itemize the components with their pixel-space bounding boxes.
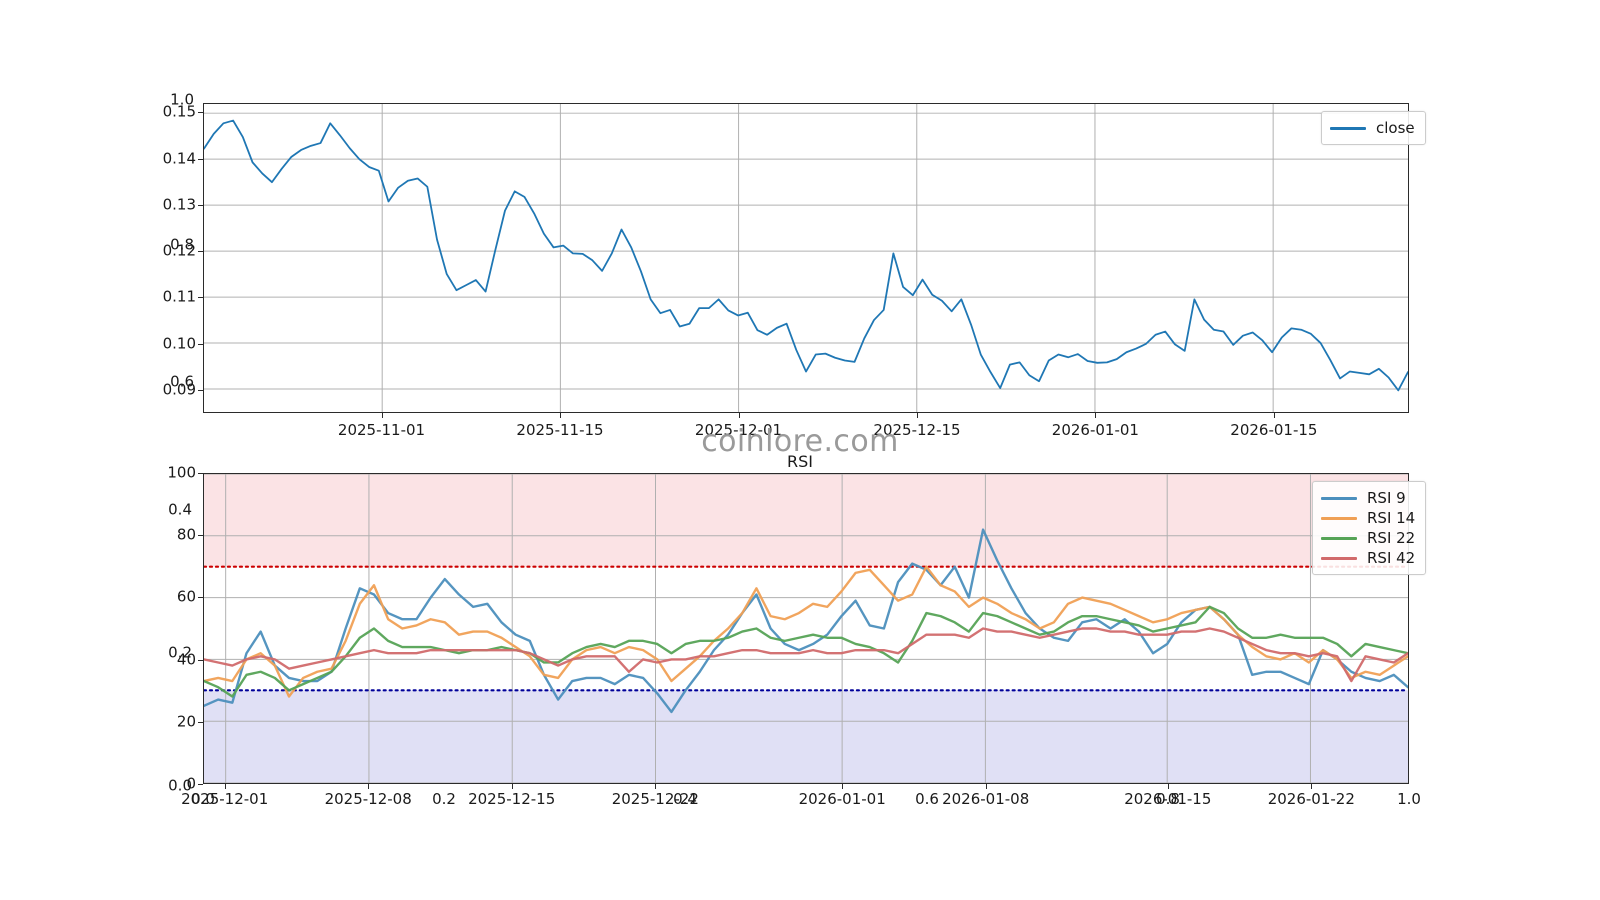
price-y-tick-label: 0.10 (162, 334, 196, 353)
price-y-tick-mark (198, 297, 203, 299)
legend-color-swatch-icon (1321, 496, 1357, 500)
rsi-y-tick-label: 80 (176, 525, 196, 544)
rsi-x-tick-label-overlap: 0.0 (191, 790, 215, 808)
rsi-y-tick-label-overlap: 0.2 (168, 643, 192, 662)
rsi-x-tick-mark (1311, 784, 1313, 789)
rsi-x-tick-mark (224, 784, 226, 789)
rsi-y-tick-label: 60 (176, 587, 196, 606)
price-x-tick-mark (1095, 413, 1097, 418)
rsi-legend-label: RSI 22 (1367, 529, 1416, 547)
price-y-tick-label: 0.12 (162, 241, 196, 260)
price-x-tick-label: 2025-11-01 (337, 421, 426, 439)
rsi-y-tick-mark (198, 659, 203, 661)
rsi-y-tick-label-overlap: 0.0 (168, 776, 192, 795)
rsi-legend-label: RSI 42 (1367, 549, 1416, 567)
price-x-tick-mark (738, 413, 740, 418)
rsi-x-tick-label: 2025-12-01 (181, 790, 269, 808)
price-x-tick-mark (560, 413, 561, 418)
rsi-legend[interactable]: RSI 9 RSI 14 RSI 22 RSI 42 (1312, 481, 1427, 575)
rsi-x-tick-label: 2026-01-08 (942, 790, 1030, 808)
legend-color-swatch-icon (1321, 556, 1357, 560)
price-y-tick-label: 0.09 (162, 380, 196, 399)
price-legend[interactable]: close (1321, 111, 1426, 145)
legend-color-swatch-icon (1330, 126, 1366, 130)
price-x-tick-mark (917, 413, 918, 418)
rsi-x-tick-label-overlap: 0.8 (1156, 790, 1180, 808)
rsi-y-tick-mark (198, 535, 203, 537)
rsi-x-tick-label-overlap: 0.6 (915, 790, 939, 808)
rsi-x-tick-label-overlap: 1.0 (1397, 790, 1421, 808)
price-y-tick-label-overlap: 0.6 (170, 372, 194, 391)
price-y-tick-mark (198, 158, 203, 160)
rsi-legend-item[interactable]: RSI 9 (1321, 488, 1415, 508)
price-y-tick-mark (198, 112, 203, 114)
rsi-x-tick-mark (368, 784, 370, 789)
price-x-tick-label: 2026-01-15 (1230, 421, 1318, 439)
rsi-y-tick-label: 0 (186, 774, 196, 793)
rsi-x-tick-label: 2026-01-22 (1267, 790, 1355, 808)
legend-color-swatch-icon (1321, 516, 1357, 520)
price-y-tick-label: 0.14 (162, 149, 196, 167)
rsi-x-tick-mark (1167, 784, 1169, 789)
price-legend-label: close (1376, 119, 1415, 137)
rsi-x-tick-label: 2025-12-08 (324, 790, 412, 808)
legend-color-swatch-icon (1321, 536, 1357, 540)
rsi-y-tick-label-overlap: 0.4 (168, 500, 192, 519)
rsi-y-tick-mark (198, 597, 203, 599)
rsi-x-tick-mark (655, 784, 657, 789)
rsi-legend-item[interactable]: RSI 14 (1321, 508, 1415, 528)
rsi-x-tick-label: 2026-01-15 (1124, 790, 1212, 808)
price-y-tick-label: 0.15 (162, 102, 196, 121)
price-plot-area (204, 104, 1408, 412)
price-x-tick-label: 2025-11-15 (516, 421, 604, 439)
rsi-legend-item[interactable]: RSI 42 (1321, 548, 1415, 568)
price-chart-panel (203, 103, 1409, 413)
price-x-tick-mark (381, 413, 383, 418)
rsi-legend-item[interactable]: RSI 22 (1321, 528, 1415, 548)
rsi-y-tick-mark (198, 473, 203, 474)
rsi-x-tick-mark (985, 784, 987, 789)
price-y-tick-mark (198, 343, 203, 345)
price-y-tick-label: 0.11 (162, 287, 196, 306)
rsi-y-tick-label: 20 (176, 712, 196, 731)
price-x-tick-mark (1273, 413, 1275, 418)
price-x-tick-label: 2025-12-01 (694, 421, 783, 439)
rsi-plot-area (204, 474, 1408, 783)
price-legend-item[interactable]: close (1330, 118, 1415, 138)
price-x-tick-label: 2025-12-15 (873, 421, 961, 439)
rsi-x-tick-label: 2026-01-01 (798, 790, 886, 808)
rsi-x-tick-mark (842, 784, 844, 789)
rsi-legend-label: RSI 14 (1367, 509, 1416, 527)
rsi-x-tick-label: 2025-12-15 (468, 790, 556, 808)
rsi-chart-panel (203, 473, 1409, 784)
rsi-x-tick-label-overlap: 0.4 (673, 790, 697, 808)
price-y-tick-mark (198, 251, 203, 253)
price-y-tick-label: 0.13 (162, 195, 196, 214)
price-x-tick-label: 2026-01-01 (1051, 421, 1139, 439)
rsi-y-tick-mark (198, 721, 203, 723)
rsi-x-tick-mark (511, 784, 513, 789)
rsi-y-tick-label: 100 (167, 463, 196, 482)
rsi-legend-label: RSI 9 (1367, 489, 1406, 507)
rsi-x-tick-label-overlap: 0.2 (432, 790, 456, 808)
rsi-y-tick-mark (198, 784, 203, 785)
price-y-tick-mark (198, 204, 203, 206)
price-y-tick-label-overlap: 1.0 (170, 90, 194, 109)
rsi-x-tick-label: 2025-12-22 (611, 790, 699, 808)
price-y-tick-mark (198, 389, 203, 391)
price-y-tick-label-overlap: 0.8 (170, 235, 194, 254)
rsi-chart-title: RSI (787, 452, 813, 471)
rsi-y-tick-label: 40 (176, 650, 196, 669)
